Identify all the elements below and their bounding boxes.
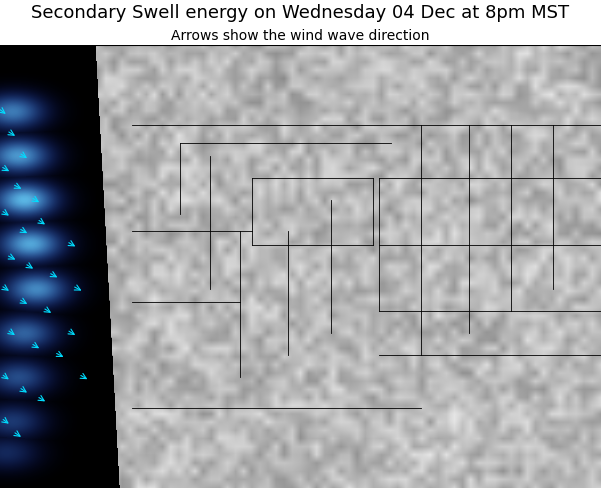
Text: Secondary Swell energy on Wednesday 04 Dec at 8pm MST: Secondary Swell energy on Wednesday 04 D… <box>31 4 570 22</box>
Text: Arrows show the wind wave direction: Arrows show the wind wave direction <box>171 29 430 43</box>
